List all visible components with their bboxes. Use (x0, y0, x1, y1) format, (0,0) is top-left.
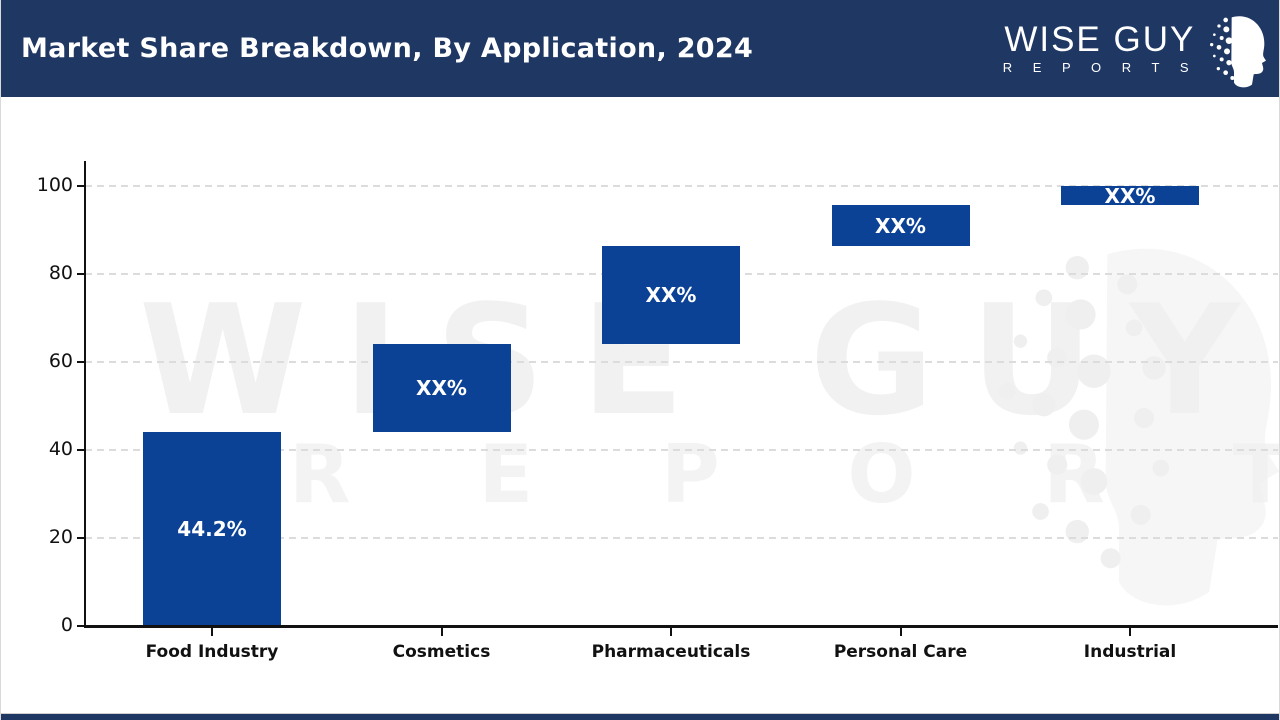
y-tick-label: 0 (60, 614, 73, 636)
face-profile-icon (1210, 16, 1266, 88)
footer-bar (1, 714, 1279, 720)
bar-value-label: XX% (875, 213, 926, 238)
x-tick-mark (899, 628, 902, 636)
x-tick-label: Pharmaceuticals (591, 642, 751, 662)
bar: 44.2% (143, 431, 281, 626)
brand-subname: R E P O R T S (1002, 60, 1197, 75)
bar-value-label: XX% (1104, 186, 1156, 206)
y-tick-mark (77, 625, 85, 627)
bar: XX% (372, 343, 511, 432)
brand-name: WISE GUY (1004, 20, 1196, 59)
page-title: Market Share Breakdown, By Application, … (21, 33, 754, 64)
y-tick-mark (77, 185, 85, 187)
watermark-face-icon (998, 248, 1279, 606)
gridline (85, 361, 1278, 363)
x-tick-mark (211, 628, 213, 636)
gridline (85, 185, 1278, 187)
y-axis-line (84, 161, 86, 627)
x-tick-mark (440, 628, 443, 636)
y-tick-label: 100 (36, 174, 73, 196)
x-tick-label: Food Industry (145, 642, 279, 662)
gridline (85, 449, 1278, 451)
chart-plot-area: 0 20 40 60 80 100 44.2% Food Industry XX% Cosmeti… (1, 97, 1279, 717)
bar: XX% (602, 245, 740, 344)
brand-logo-text: WISE GUY R E P O R T S (1003, 22, 1197, 75)
bar: XX% (1061, 186, 1199, 206)
y-tick-label: 20 (48, 526, 73, 548)
y-tick-mark (77, 273, 85, 275)
y-tick-mark (77, 449, 85, 451)
y-tick-label: 60 (48, 350, 73, 372)
y-tick-label: 40 (48, 438, 73, 460)
y-tick-mark (77, 537, 85, 539)
x-tick-label: Cosmetics (392, 642, 491, 662)
bar-value-label: XX% (645, 282, 697, 307)
bar: XX% (831, 205, 970, 246)
bottom-divider (1, 713, 1279, 714)
y-tick-label: 80 (48, 262, 73, 284)
bar-value-label: XX% (416, 375, 467, 400)
x-tick-mark (1129, 628, 1131, 636)
gridline (85, 537, 1278, 539)
y-tick-mark (77, 361, 85, 363)
brand-logo: WISE GUY R E P O R T S (1003, 6, 1269, 92)
x-tick-label: Industrial (1083, 642, 1177, 662)
bar-value-label: 44.2% (177, 516, 247, 541)
x-axis-line (84, 625, 1278, 628)
header-bar: Market Share Breakdown, By Application, … (1, 0, 1279, 97)
x-tick-label: Personal Care (833, 642, 968, 662)
x-tick-mark (670, 628, 672, 636)
